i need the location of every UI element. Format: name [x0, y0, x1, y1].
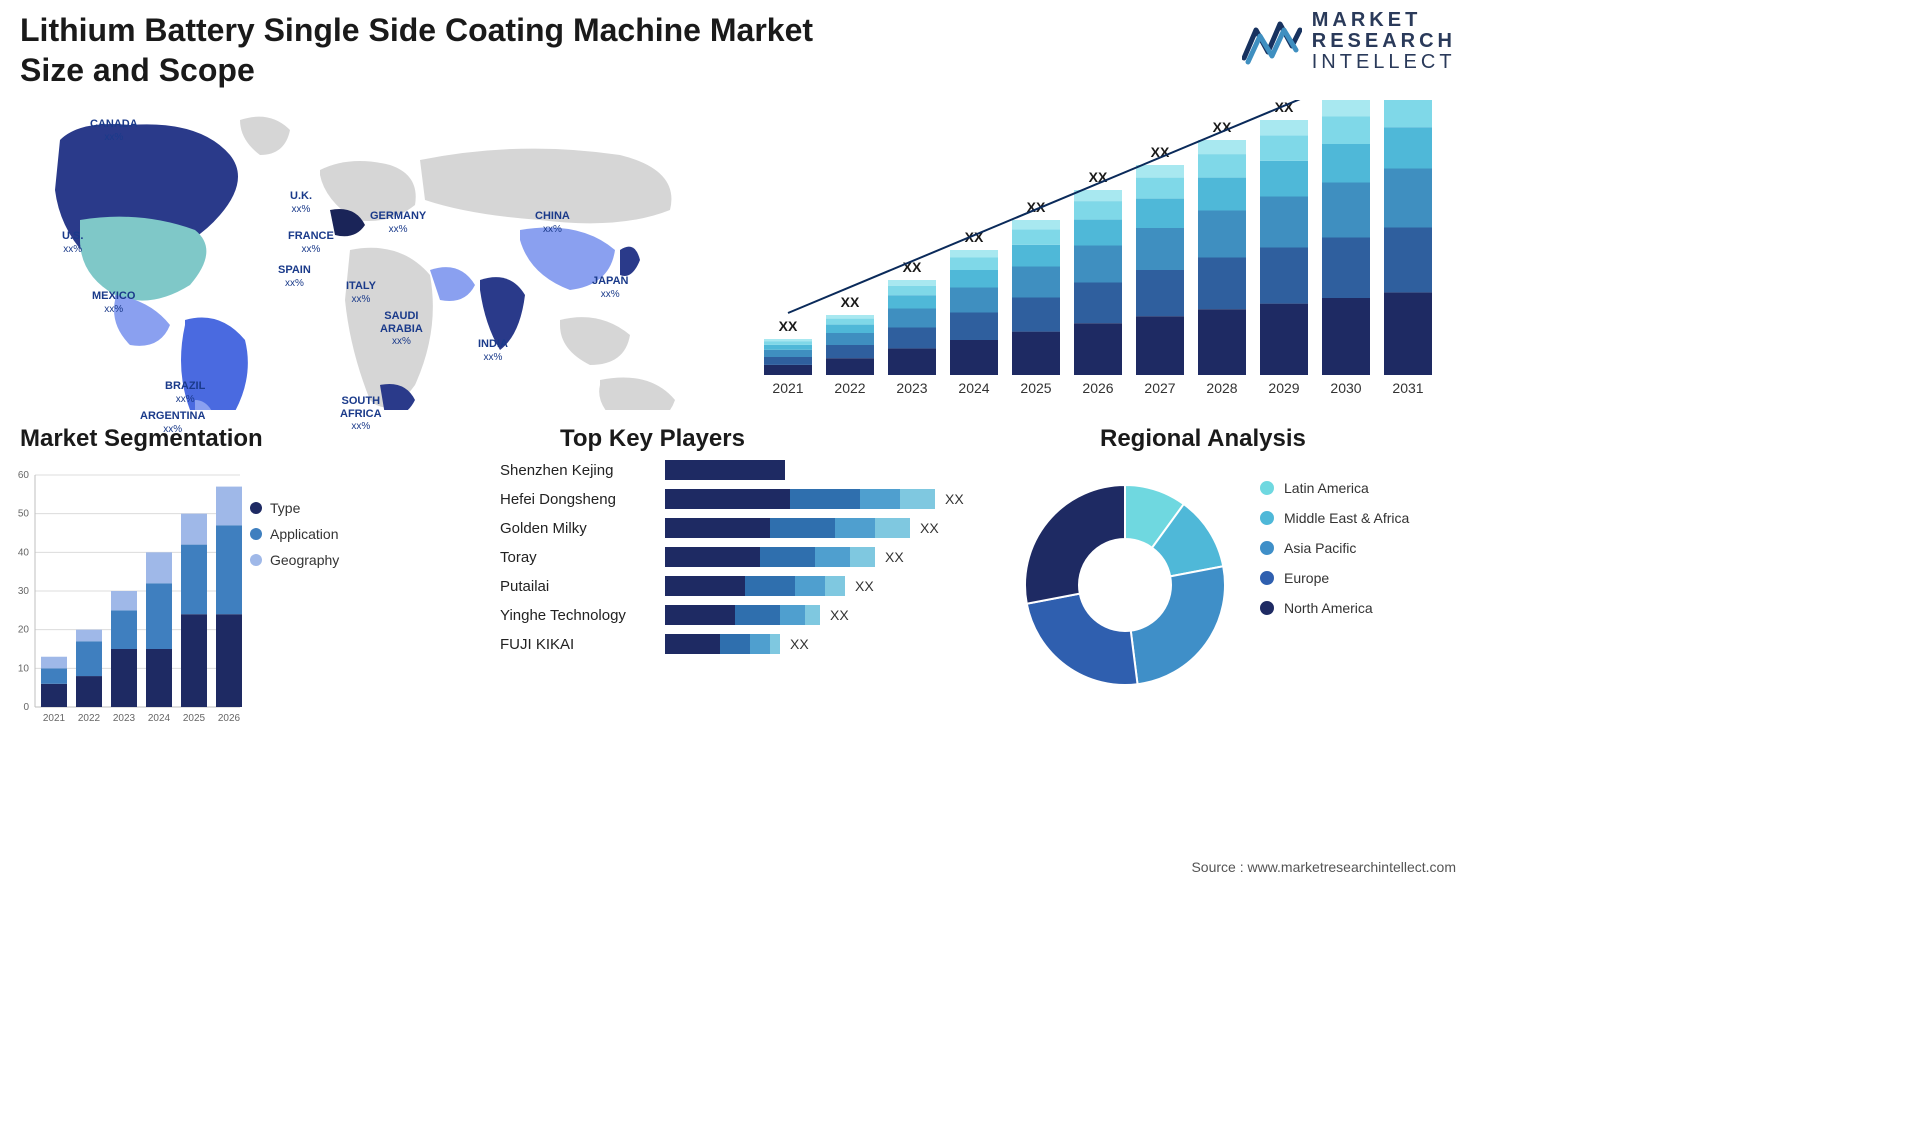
legend-item: Middle East & Africa	[1260, 510, 1409, 526]
map-label: CANADAxx%	[90, 118, 138, 143]
logo-mark-icon	[1242, 18, 1302, 66]
player-bar	[665, 489, 935, 509]
map-label: SPAINxx%	[278, 264, 311, 289]
svg-text:2021: 2021	[772, 380, 803, 396]
svg-text:50: 50	[18, 509, 30, 520]
legend-item: North America	[1260, 600, 1409, 616]
map-label: U.S.xx%	[62, 230, 83, 255]
regional-legend: Latin America Middle East & Africa Asia Pa…	[1260, 480, 1409, 630]
map-label: SAUDIARABIAxx%	[380, 310, 423, 348]
svg-text:2028: 2028	[1206, 380, 1237, 396]
player-value: XX	[830, 607, 849, 623]
map-label: INDIAxx%	[478, 338, 508, 363]
svg-text:2024: 2024	[148, 713, 171, 724]
player-row: FUJI KIKAI XX	[500, 634, 980, 654]
player-value: XX	[920, 520, 939, 536]
svg-text:2025: 2025	[1020, 380, 1051, 396]
segmentation-chart: 0 10 20 30 40 50 60 2021 2022 2023 2024 2025 2026	[0, 465, 420, 735]
key-players-title: Top Key Players	[560, 425, 745, 453]
legend-item: Geography	[250, 552, 339, 568]
player-row: Toray XX	[500, 547, 980, 567]
player-value: XX	[790, 636, 809, 652]
svg-text:60: 60	[18, 470, 30, 481]
map-label: JAPANxx%	[592, 275, 628, 300]
svg-text:10: 10	[18, 663, 30, 674]
svg-text:2031: 2031	[1392, 380, 1423, 396]
player-name: Golden Milky	[500, 520, 665, 537]
player-bar	[665, 460, 785, 480]
svg-text:30: 30	[18, 586, 30, 597]
player-name: Hefei Dongsheng	[500, 491, 665, 508]
logo-text: MARKET RESEARCH INTELLECT	[1312, 10, 1456, 73]
map-label: U.K.xx%	[290, 190, 312, 215]
svg-text:40: 40	[18, 547, 30, 558]
world-map: CANADAxx%U.S.xx%MEXICOxx%BRAZILxx%ARGENT…	[20, 100, 700, 410]
map-label: FRANCExx%	[288, 230, 334, 255]
player-name: Shenzhen Kejing	[500, 462, 665, 479]
player-bar	[665, 634, 780, 654]
player-row: Putailai XX	[500, 576, 980, 596]
svg-text:2021: 2021	[43, 713, 66, 724]
legend-item: Europe	[1260, 570, 1409, 586]
player-name: Toray	[500, 549, 665, 566]
player-value: XX	[855, 578, 874, 594]
map-label: CHINAxx%	[535, 210, 570, 235]
map-label: MEXICOxx%	[92, 290, 135, 315]
svg-text:2022: 2022	[834, 380, 865, 396]
source-text: Source : www.marketresearchintellect.com	[1191, 859, 1456, 875]
svg-text:2029: 2029	[1268, 380, 1299, 396]
player-name: FUJI KIKAI	[500, 636, 665, 653]
player-bar	[665, 547, 875, 567]
svg-text:20: 20	[18, 625, 30, 636]
regional-title: Regional Analysis	[1100, 425, 1306, 453]
svg-text:2023: 2023	[113, 713, 136, 724]
svg-text:2026: 2026	[218, 713, 241, 724]
map-label: GERMANYxx%	[370, 210, 426, 235]
player-bar	[665, 605, 820, 625]
player-name: Putailai	[500, 578, 665, 595]
map-label: ITALYxx%	[346, 280, 376, 305]
segmentation-title: Market Segmentation	[20, 425, 263, 453]
page-title: Lithium Battery Single Side Coating Mach…	[20, 10, 840, 90]
svg-text:2022: 2022	[78, 713, 101, 724]
svg-text:2030: 2030	[1330, 380, 1361, 396]
map-label: SOUTHAFRICAxx%	[340, 395, 382, 433]
player-row: Hefei Dongsheng XX	[500, 489, 980, 509]
svg-text:2025: 2025	[183, 713, 206, 724]
player-bar	[665, 518, 910, 538]
svg-text:2026: 2026	[1082, 380, 1113, 396]
player-value: XX	[885, 549, 904, 565]
regional-donut-chart	[1010, 470, 1240, 700]
legend-item: Type	[250, 500, 339, 516]
player-row: Golden Milky XX	[500, 518, 980, 538]
svg-text:XX: XX	[841, 294, 860, 310]
svg-text:XX: XX	[779, 318, 798, 334]
player-bar	[665, 576, 845, 596]
svg-text:0: 0	[23, 702, 29, 713]
player-name: Yinghe Technology	[500, 607, 665, 624]
svg-text:2027: 2027	[1144, 380, 1175, 396]
legend-item: Latin America	[1260, 480, 1409, 496]
player-row: Shenzhen Kejing	[500, 460, 980, 480]
svg-text:2023: 2023	[896, 380, 927, 396]
key-players-chart: Shenzhen KejingHefei DongshengXXGolden M…	[500, 460, 980, 663]
svg-text:2024: 2024	[958, 380, 989, 396]
segmentation-legend: Type Application Geography	[250, 500, 339, 578]
legend-item: Application	[250, 526, 339, 542]
legend-item: Asia Pacific	[1260, 540, 1409, 556]
map-label: BRAZILxx%	[165, 380, 205, 405]
forecast-bar-chart: XX2021XX2022XX2023XX2024XX2025XX2026XX20…	[750, 100, 1450, 400]
brand-logo: MARKET RESEARCH INTELLECT	[1242, 10, 1456, 73]
player-value: XX	[945, 491, 964, 507]
player-row: Yinghe Technology XX	[500, 605, 980, 625]
